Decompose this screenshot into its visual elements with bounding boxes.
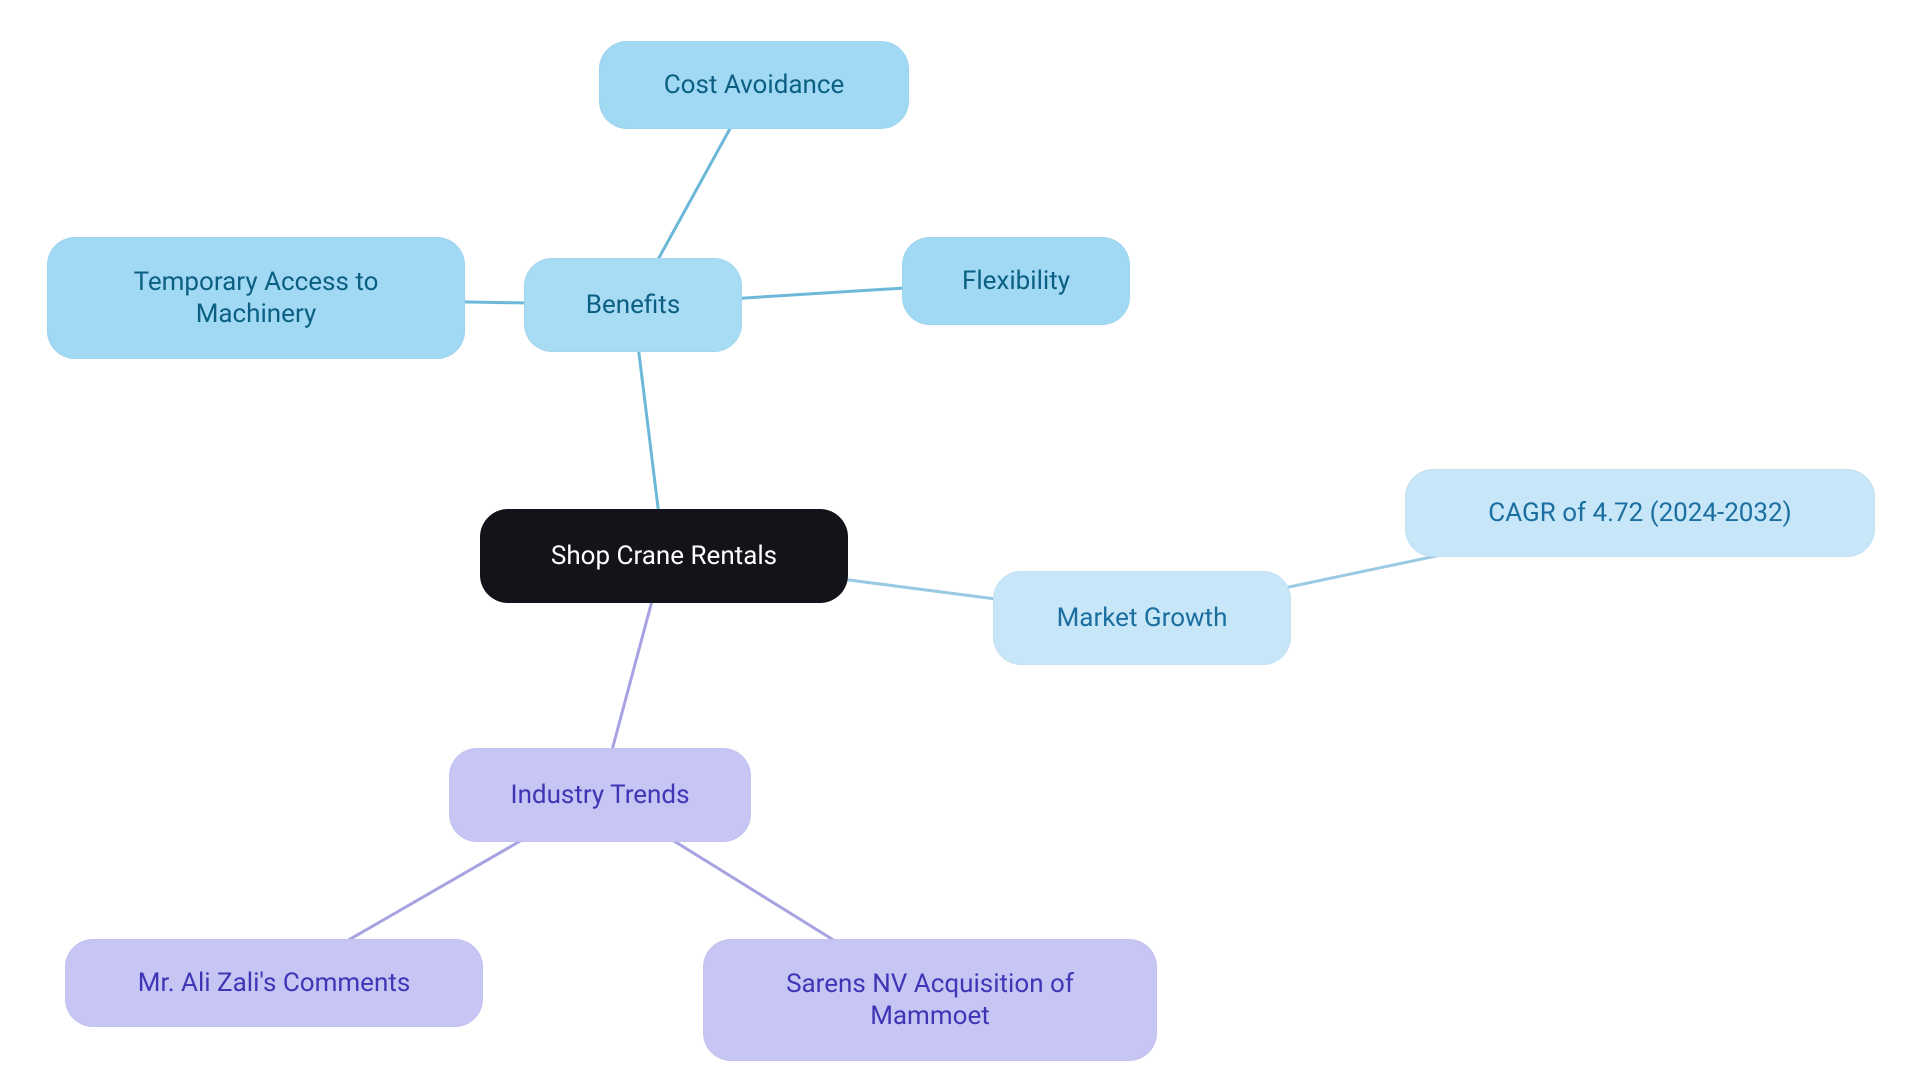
node-label: Flexibility xyxy=(962,265,1070,298)
node-label: Market Growth xyxy=(1057,602,1228,635)
node-label: Benefits xyxy=(586,289,680,322)
node-benefits: Benefits xyxy=(524,258,742,352)
node-label: Mr. Ali Zali's Comments xyxy=(138,967,411,1000)
node-label: Temporary Access to Machinery xyxy=(134,266,379,331)
node-trends: Industry Trends xyxy=(449,748,751,842)
diagram-canvas: Shop Crane Rentals Benefits Cost Avoidance… xyxy=(0,0,1920,1083)
node-temp: Temporary Access to Machinery xyxy=(47,237,465,359)
node-cagr: CAGR of 4.72 (2024-2032) xyxy=(1405,469,1875,557)
node-label: Shop Crane Rentals xyxy=(551,540,777,573)
node-cost: Cost Avoidance xyxy=(599,41,909,129)
node-market: Market Growth xyxy=(993,571,1291,665)
node-zali: Mr. Ali Zali's Comments xyxy=(65,939,483,1027)
node-flex: Flexibility xyxy=(902,237,1130,325)
node-label: Sarens NV Acquisition of Mammoet xyxy=(786,968,1074,1033)
node-label: Industry Trends xyxy=(511,779,690,812)
node-sarens: Sarens NV Acquisition of Mammoet xyxy=(703,939,1157,1061)
node-label: Cost Avoidance xyxy=(664,69,845,102)
node-label: CAGR of 4.72 (2024-2032) xyxy=(1488,497,1791,530)
node-root: Shop Crane Rentals xyxy=(480,509,848,603)
